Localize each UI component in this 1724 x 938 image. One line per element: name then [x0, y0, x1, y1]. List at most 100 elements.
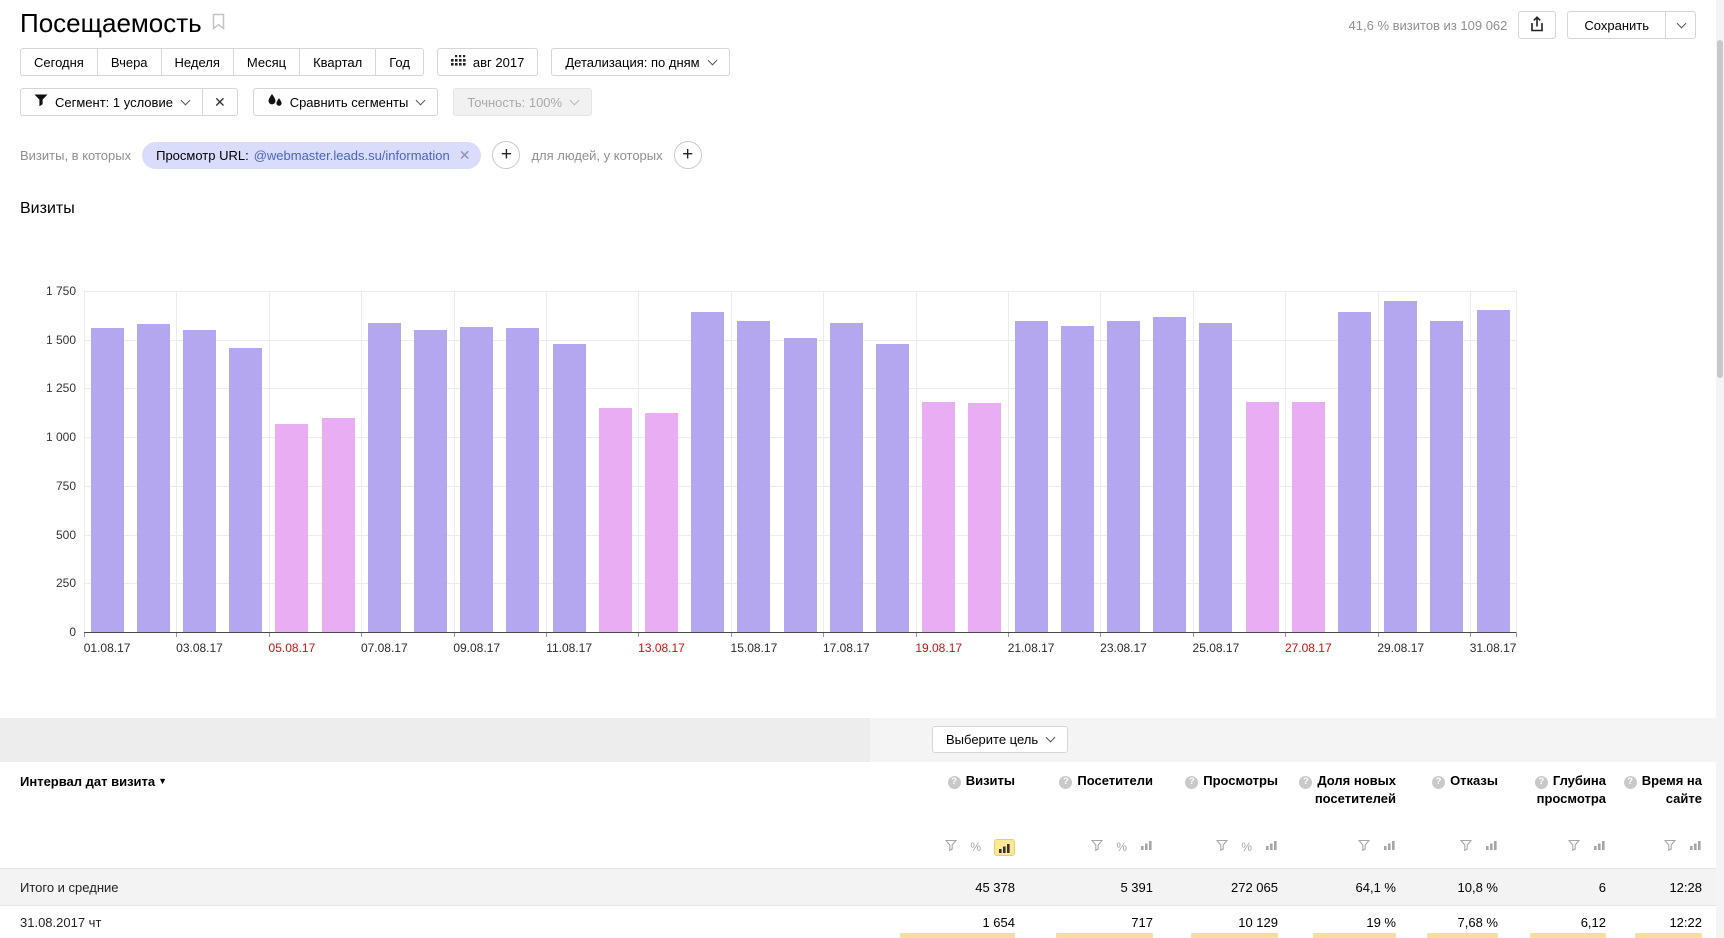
calendar-button[interactable]: авг 2017: [436, 48, 539, 76]
page-header: Посещаемость: [20, 8, 225, 39]
bar-chart-icon[interactable]: [1593, 838, 1606, 856]
chart-bar[interactable]: [737, 321, 771, 632]
column-header-label[interactable]: Доля новых посетителей: [1314, 773, 1396, 806]
chart-bar[interactable]: [691, 312, 725, 632]
chart-bar[interactable]: [367, 323, 401, 632]
add-people-condition-button[interactable]: +: [673, 141, 702, 169]
chart-bar[interactable]: [183, 329, 216, 632]
sort-indicator-icon: ▼: [158, 776, 168, 786]
bar-chart-icon[interactable]: [1140, 838, 1153, 856]
add-visit-condition-button[interactable]: +: [492, 141, 521, 169]
help-icon[interactable]: ?: [947, 775, 961, 789]
bar-chart-icon[interactable]: [1485, 838, 1498, 856]
bar-chart-icon[interactable]: [1383, 838, 1396, 856]
bar-chart-icon[interactable]: [994, 838, 1015, 856]
value-bar: [1313, 933, 1396, 938]
chip-close-icon[interactable]: ✕: [458, 146, 471, 163]
column-header-4[interactable]: ? Отказы: [1396, 772, 1498, 808]
column-header-5[interactable]: ? Глубина просмотра: [1498, 772, 1606, 808]
chart-bar[interactable]: [1153, 317, 1187, 632]
table-row[interactable]: 31.08.2017 чт 1 654 717 10 129 19 % 7,68 % 6,1…: [0, 906, 1724, 938]
column-header-label[interactable]: Посетители: [1077, 773, 1153, 788]
column-header-label[interactable]: Визиты: [965, 773, 1015, 788]
filter-icon[interactable]: [1216, 838, 1229, 856]
period-button-1[interactable]: Вчера: [97, 48, 162, 76]
scrollbar-thumb[interactable]: [1717, 40, 1723, 378]
chart-bar[interactable]: [552, 343, 586, 632]
dimension-header[interactable]: Интервал дат визита ▼: [20, 772, 850, 808]
compare-segments-button[interactable]: Сравнить сегменты: [252, 88, 439, 116]
column-header-label[interactable]: Просмотры: [1203, 773, 1278, 788]
chart-bar[interactable]: [229, 347, 263, 632]
chart-bar[interactable]: [1338, 312, 1371, 632]
percent-icon[interactable]: %: [1116, 840, 1127, 854]
column-header-6[interactable]: ? Время на сайте: [1606, 772, 1702, 808]
filter-icon[interactable]: [1663, 838, 1677, 856]
help-icon[interactable]: ?: [1185, 775, 1199, 789]
help-icon[interactable]: ?: [1623, 775, 1637, 789]
period-button-2[interactable]: Неделя: [161, 48, 234, 76]
chart-bar[interactable]: [321, 417, 355, 632]
chart-bar[interactable]: [90, 328, 124, 632]
chart-bar[interactable]: [968, 403, 1002, 632]
chart-bar[interactable]: [275, 424, 309, 632]
chart-bar[interactable]: [598, 407, 632, 632]
filter-icon[interactable]: [1091, 838, 1104, 856]
filter-icon[interactable]: [945, 838, 958, 856]
filter-icon[interactable]: [1357, 838, 1371, 856]
chart-bar[interactable]: [506, 328, 540, 632]
column-header-label[interactable]: Отказы: [1450, 773, 1498, 788]
vertical-scrollbar[interactable]: [1716, 0, 1724, 938]
chip-value[interactable]: @webmaster.leads.su/information: [253, 147, 450, 163]
save-button[interactable]: Сохранить: [1567, 11, 1666, 39]
export-button[interactable]: [1518, 11, 1557, 39]
percent-icon[interactable]: %: [1241, 840, 1252, 854]
chart-bar[interactable]: [1291, 402, 1325, 632]
bookmark-icon[interactable]: [212, 13, 225, 35]
chart-bar[interactable]: [136, 324, 170, 632]
chart-bar[interactable]: [1199, 323, 1233, 632]
filter-icon[interactable]: [1567, 838, 1581, 856]
chart-bar[interactable]: [1476, 309, 1510, 632]
x-axis-tick: [176, 632, 178, 637]
help-icon[interactable]: ?: [1432, 775, 1446, 789]
chart-bar[interactable]: [1014, 321, 1048, 632]
period-button-5[interactable]: Год: [376, 48, 424, 76]
chart-bar[interactable]: [1384, 300, 1418, 632]
chart-bar[interactable]: [783, 337, 817, 632]
period-button-0[interactable]: Сегодня: [20, 48, 98, 76]
help-icon[interactable]: ?: [1534, 775, 1548, 789]
chart-bar[interactable]: [1430, 321, 1464, 632]
chart-vgridline: [1008, 291, 1009, 632]
save-dropdown-button[interactable]: [1666, 11, 1696, 39]
chart-bar[interactable]: [414, 329, 447, 632]
help-icon[interactable]: ?: [1299, 775, 1313, 789]
segment-button[interactable]: Сегмент: 1 условие: [20, 88, 203, 116]
chart-bar[interactable]: [1245, 402, 1279, 632]
chart-bar[interactable]: [1107, 321, 1140, 632]
bar-chart-icon[interactable]: [1689, 838, 1702, 856]
accuracy-button[interactable]: Точность: 100%: [453, 88, 593, 116]
period-button-3[interactable]: Месяц: [233, 48, 301, 76]
choose-goal-button[interactable]: Выберите цель: [932, 726, 1069, 753]
chart-bar[interactable]: [829, 323, 863, 632]
chart-bar[interactable]: [645, 412, 678, 632]
bar-chart-icon[interactable]: [1265, 838, 1278, 856]
filter-icon[interactable]: [1459, 838, 1473, 856]
column-header-1[interactable]: ? Посетители: [1015, 772, 1153, 808]
column-header-label[interactable]: Время на сайте: [1641, 773, 1702, 806]
column-header-2[interactable]: ? Просмотры: [1153, 772, 1278, 808]
chart-bar[interactable]: [460, 327, 494, 632]
chart-bar[interactable]: [1060, 326, 1094, 632]
chart-bar[interactable]: [922, 402, 956, 632]
segment-clear-button[interactable]: ✕: [202, 88, 238, 116]
help-icon[interactable]: ?: [1059, 775, 1073, 789]
column-header-3[interactable]: ? Доля новых посетителей: [1278, 772, 1396, 808]
column-header-0[interactable]: ? Визиты: [850, 772, 1015, 808]
percent-icon[interactable]: %: [970, 840, 981, 854]
detail-button[interactable]: Детализация: по дням: [551, 48, 730, 76]
period-button-4[interactable]: Квартал: [300, 48, 377, 76]
column-header-label[interactable]: Глубина просмотра: [1536, 773, 1606, 806]
chart-bar[interactable]: [876, 343, 909, 632]
url-filter-chip[interactable]: Просмотр URL: @webmaster.leads.su/inform…: [142, 141, 482, 169]
